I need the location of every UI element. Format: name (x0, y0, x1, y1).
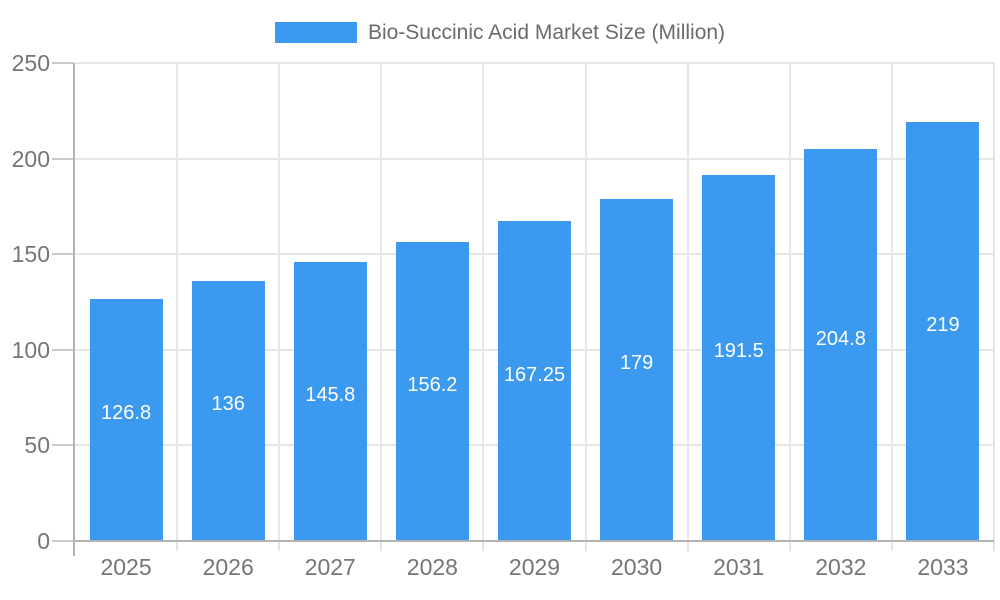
y-axis-label: 150 (11, 241, 50, 268)
v-gridline (788, 63, 791, 551)
y-axis-label: 50 (24, 432, 50, 459)
x-axis-line (73, 540, 994, 542)
x-axis-label: 2033 (917, 554, 969, 580)
bar[interactable]: 126.8 (89, 298, 163, 541)
bar-value-label: 156.2 (407, 374, 458, 397)
y-axis-label: 100 (11, 336, 50, 363)
v-gridline (890, 63, 893, 551)
bar[interactable]: 204.8 (804, 149, 878, 541)
y-axis-label: 0 (37, 528, 50, 554)
v-gridline (380, 63, 383, 551)
y-axis-label: 250 (11, 50, 50, 76)
bar-value-label: 204.8 (815, 327, 866, 350)
legend-swatch (274, 22, 357, 43)
x-axis-label: 2025 (100, 554, 152, 580)
plot-area: 126.8 136 145.8 156.2 167.25 179 191.5 204.8 219 (52, 62, 995, 556)
bar[interactable]: 219 (906, 122, 980, 541)
bar[interactable]: 179 (600, 198, 674, 541)
bar[interactable]: 191.5 (702, 174, 776, 541)
y-axis-tick (52, 157, 74, 160)
v-gridline (482, 63, 485, 551)
y-axis-tick (52, 253, 74, 256)
v-gridline (993, 63, 995, 551)
bar-value-label: 191.5 (713, 340, 764, 363)
y-axis-label: 200 (11, 145, 50, 172)
bar-value-label: 219 (926, 314, 960, 337)
bar[interactable]: 145.8 (293, 262, 367, 541)
v-gridline (176, 63, 179, 551)
legend-label: Bio-Succinic Acid Market Size (Million) (367, 20, 726, 44)
x-axis-label: 2027 (304, 554, 356, 580)
v-gridline (584, 63, 587, 551)
y-axis-tick (52, 62, 74, 64)
v-gridline (278, 63, 281, 551)
bar[interactable]: 136 (191, 280, 265, 541)
bar-value-label: 167.25 (503, 363, 566, 386)
x-axis-label: 2029 (508, 554, 561, 580)
bar-value-label: 145.8 (305, 384, 356, 407)
x-axis-label: 2030 (611, 554, 663, 580)
h-gridline (75, 62, 994, 64)
y-axis-tick (52, 540, 74, 542)
x-axis-label: 2031 (713, 554, 765, 580)
legend: Bio-Succinic Acid Market Size (Million) (0, 18, 1000, 47)
y-axis-tick (52, 444, 74, 447)
x-axis-label: 2026 (202, 554, 254, 580)
x-axis-label: 2028 (406, 554, 458, 580)
bar[interactable]: 156.2 (395, 242, 469, 541)
bar[interactable]: 167.25 (498, 221, 571, 541)
bar-value-label: 179 (619, 352, 654, 375)
bar-value-label: 136 (211, 393, 245, 416)
h-gridline (75, 157, 994, 160)
v-gridline (686, 63, 689, 551)
bar-value-label: 126.8 (101, 402, 152, 425)
x-axis-label: 2032 (815, 554, 867, 580)
y-axis-tick (52, 348, 74, 351)
y-axis-line (73, 63, 75, 556)
